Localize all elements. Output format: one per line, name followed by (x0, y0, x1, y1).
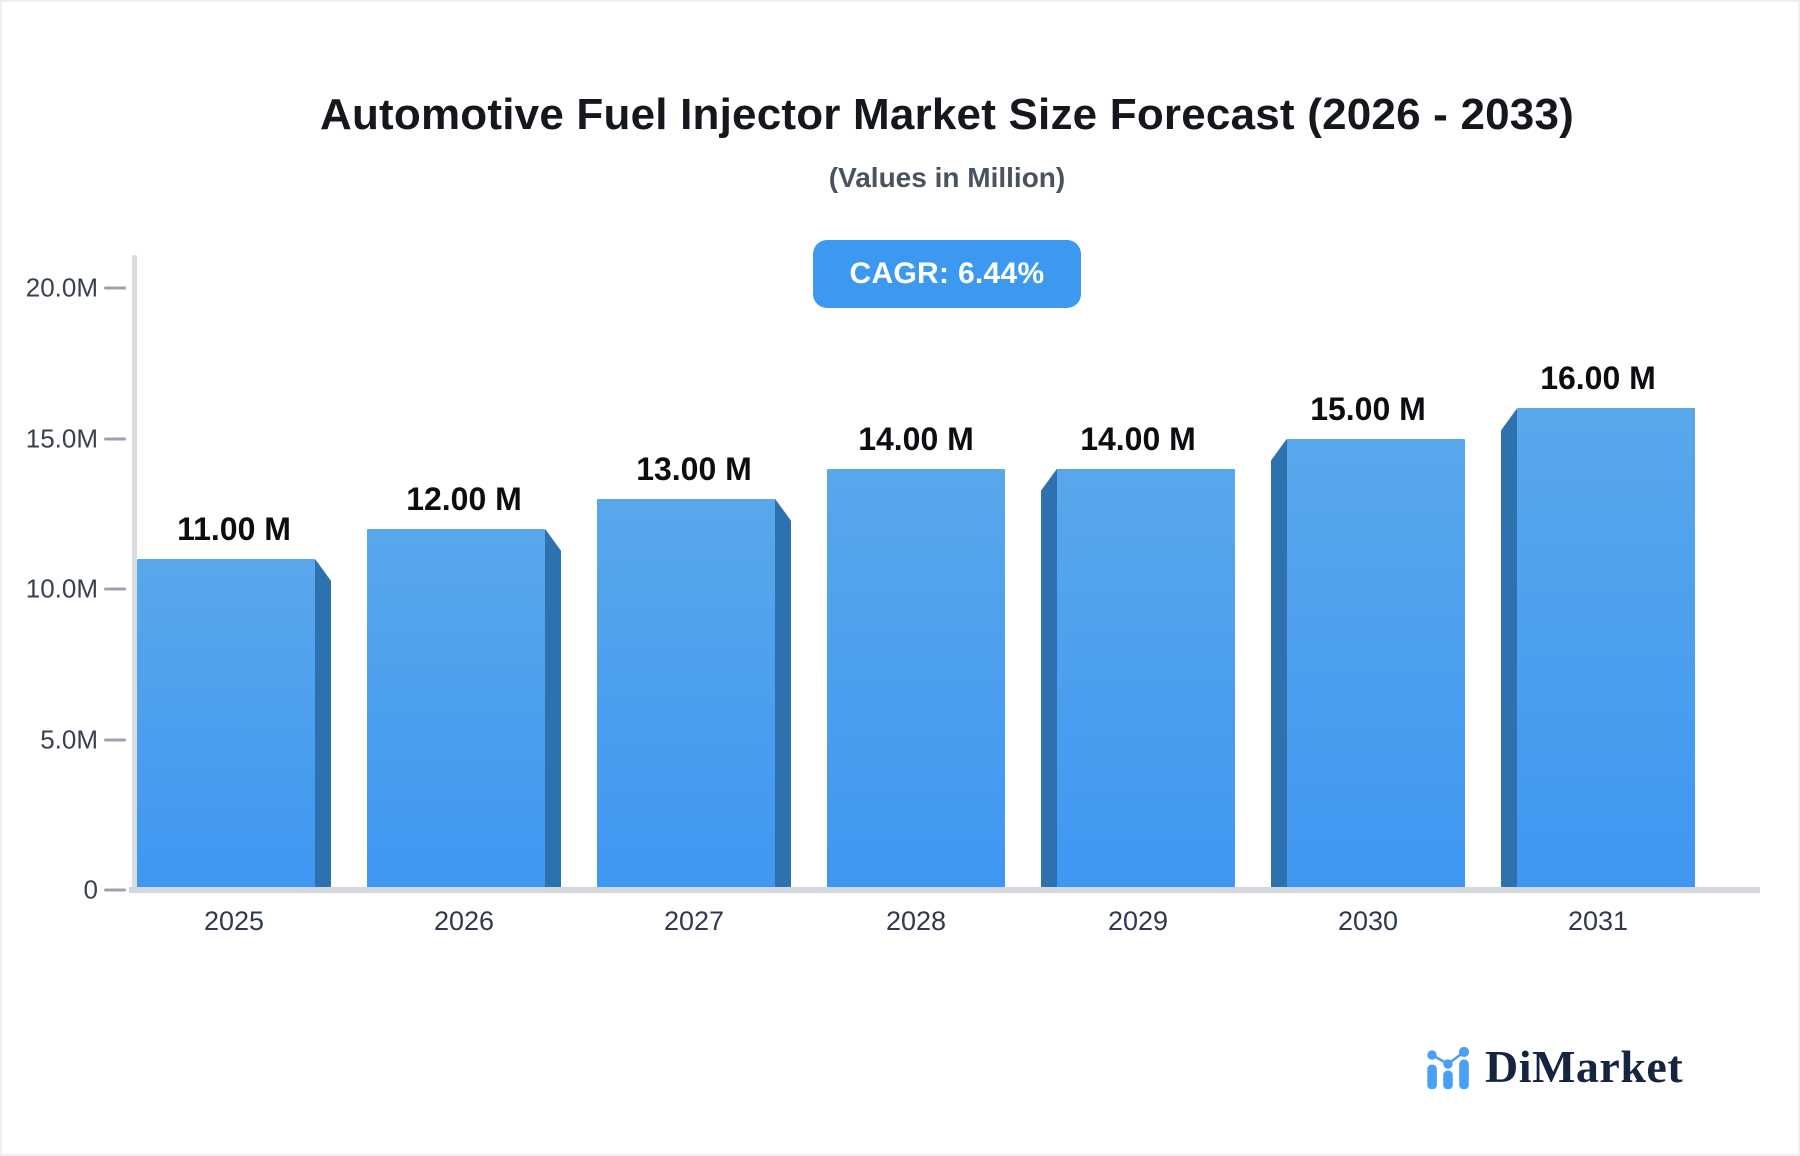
y-axis-line (132, 255, 137, 890)
cagr-badge: CAGR: 6.44% (813, 240, 1081, 308)
bar-3d-side (1501, 408, 1517, 890)
bar-2030 (1287, 438, 1465, 890)
y-axis-tick-label: 10.0M (25, 573, 98, 604)
bar-value-label: 14.00 M (858, 420, 974, 457)
bar-value-label: 12.00 M (406, 480, 522, 517)
chart-title: Automotive Fuel Injector Market Size For… (320, 90, 1574, 139)
y-axis-tick-label: 0 (83, 874, 98, 905)
bar-2025 (137, 558, 315, 890)
x-axis-label: 2025 (203, 906, 265, 936)
bar-3d-side (775, 498, 791, 890)
logo-text: DiMarket (1485, 1041, 1684, 1092)
chart-header: Automotive Fuel Injector Market Size For… (132, 90, 1762, 308)
chart-subtitle: (Values in Million) (828, 162, 1066, 193)
bar-value-label: 15.00 M (1310, 390, 1426, 427)
y-axis-tick-label: 5.0M (40, 724, 98, 754)
bar-value-label: 11.00 M (177, 510, 291, 547)
dimarket-logo: DiMarket (1425, 1040, 1683, 1093)
bar-2026 (367, 528, 545, 890)
x-axis-label: 2027 (663, 906, 725, 936)
y-axis-tick-mark (104, 888, 126, 892)
bar-3d-side (1041, 468, 1057, 890)
bar-2028 (827, 468, 1005, 890)
bar-2031 (1517, 408, 1695, 890)
bar-value-label: 13.00 M (636, 450, 752, 487)
y-axis-tick-mark (104, 738, 126, 741)
x-axis-label: 2026 (433, 906, 495, 936)
x-axis-label: 2029 (1107, 906, 1169, 936)
y-axis-tick-mark (104, 587, 126, 591)
x-axis-label: 2028 (885, 906, 947, 936)
x-axis-label: 2031 (1567, 906, 1629, 936)
x-axis-label: 2030 (1337, 906, 1399, 936)
x-axis-line (129, 887, 1760, 893)
bar-value-label: 14.00 M (1080, 420, 1196, 457)
bar-2029 (1057, 468, 1235, 890)
bar-chart-dots-icon (1427, 1046, 1470, 1089)
y-axis-tick-mark (104, 437, 126, 440)
bar-2027 (597, 498, 775, 890)
y-axis-tick-label: 20.0M (25, 272, 98, 303)
bar-3d-side (1271, 438, 1287, 890)
y-axis-tick-mark (104, 286, 126, 290)
bar-3d-side (545, 528, 561, 890)
y-axis-tick-label: 15.0M (25, 423, 98, 453)
bar-3d-side (315, 558, 331, 890)
bar-value-label: 16.00 M (1540, 360, 1656, 397)
